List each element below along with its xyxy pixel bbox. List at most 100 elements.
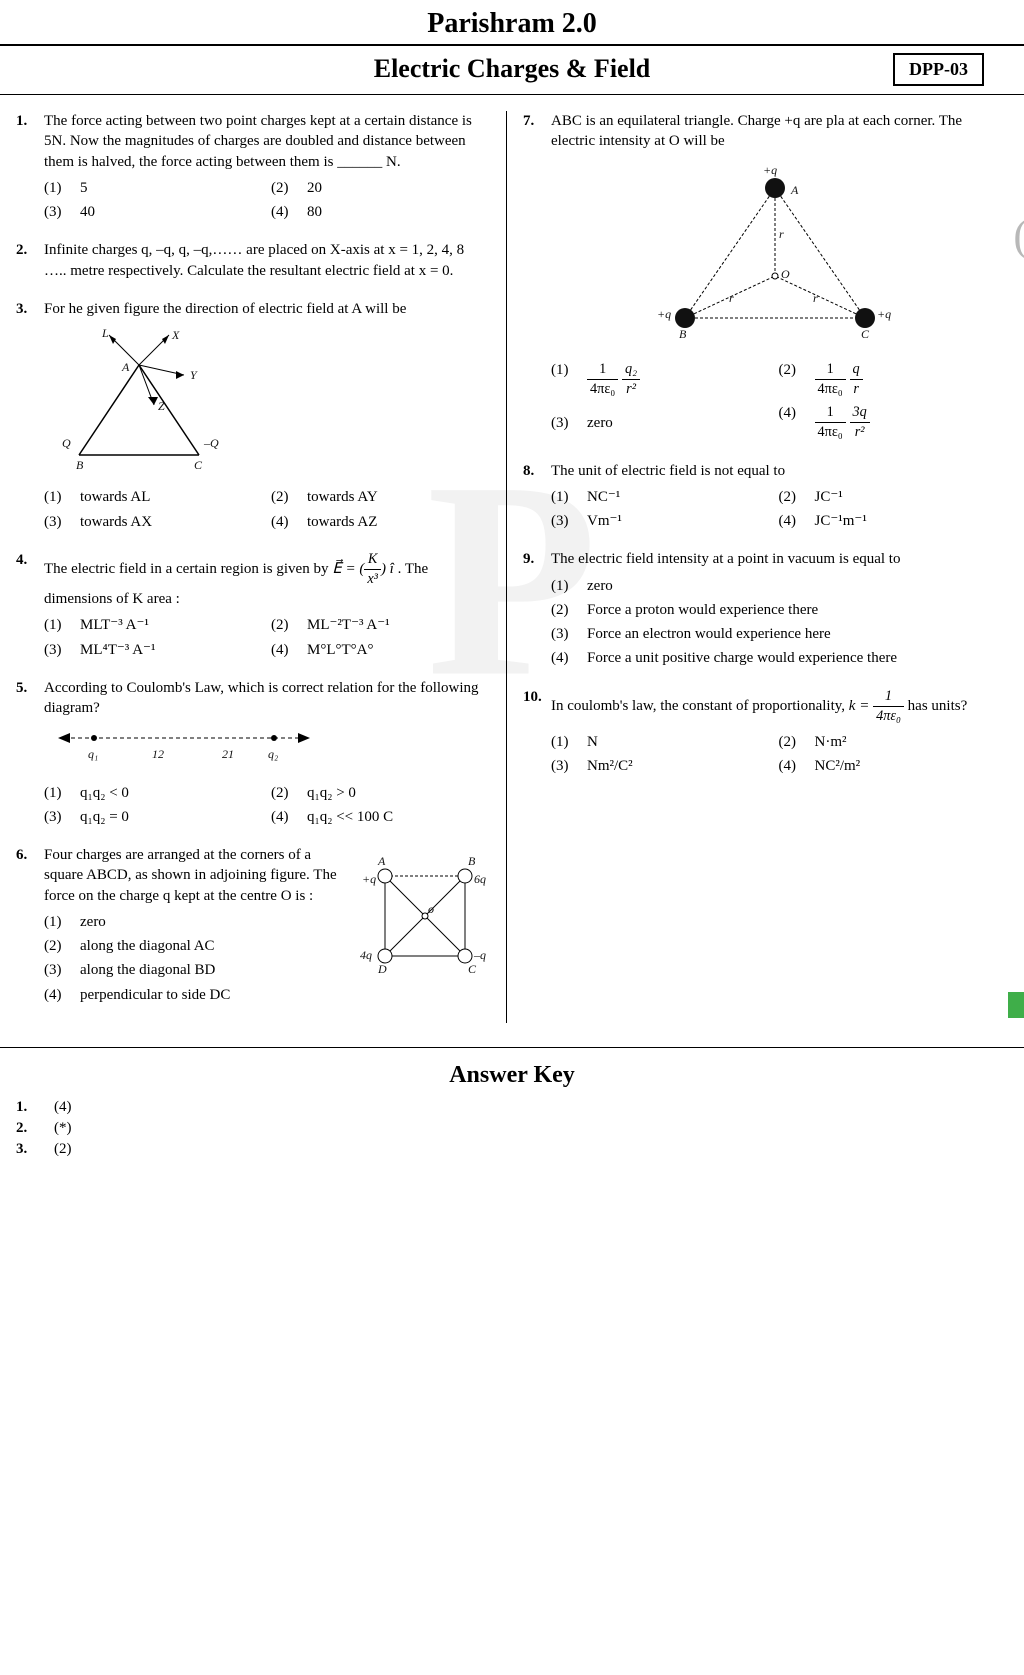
right-column: 7. ABC is an equilateral triangle. Charg… xyxy=(507,111,1014,1023)
question-1: 1. The force acting between two point ch… xyxy=(16,111,490,222)
question-7: 7. ABC is an equilateral triangle. Charg… xyxy=(523,111,998,443)
option: (4)M°L°T°A° xyxy=(271,640,490,660)
q-body: According to Coulomb's Law, which is cor… xyxy=(44,678,490,827)
option: (4)q₁q₂ << 100 C xyxy=(271,807,490,827)
svg-text:B: B xyxy=(76,458,84,472)
svg-text:L: L xyxy=(101,326,109,340)
option: (2) 14πε₀ qr xyxy=(779,360,999,399)
svg-text:–Q: –Q xyxy=(203,436,219,450)
q-number: 10. xyxy=(523,687,551,777)
question-3: 3. For he given figure the direction of … xyxy=(16,299,490,532)
svg-text:r: r xyxy=(779,227,784,241)
svg-text:C: C xyxy=(194,458,203,472)
left-column: 1. The force acting between two point ch… xyxy=(0,111,507,1023)
option: (3)ML⁴T⁻³ A⁻¹ xyxy=(44,640,263,660)
svg-text:r: r xyxy=(813,291,818,305)
questions-grid: 1. The force acting between two point ch… xyxy=(0,95,1024,1033)
q6-figure: A B C D +q 6q 4q –q o xyxy=(360,851,490,999)
option: (1)5 xyxy=(44,178,263,198)
option: (1)zero xyxy=(44,912,352,932)
q-text-post: has units? xyxy=(908,698,968,714)
option: (1)MLT⁻³ A⁻¹ xyxy=(44,615,263,635)
svg-text:21: 21 xyxy=(222,747,234,761)
q-number: 8. xyxy=(523,461,551,532)
option: (2)20 xyxy=(271,178,490,198)
svg-text:A: A xyxy=(121,360,130,374)
option: (3)towards AX xyxy=(44,512,263,532)
option: (1)towards AL xyxy=(44,487,263,507)
option: (1)N xyxy=(551,732,771,752)
q-body: The unit of electric field is not equal … xyxy=(551,461,998,532)
answer-row: 2.(*) xyxy=(16,1120,1008,1137)
svg-text:12: 12 xyxy=(152,747,164,761)
q-body: In coulomb's law, the constant of propor… xyxy=(551,687,998,777)
option: (3)Vm⁻¹ xyxy=(551,511,771,531)
q-text: According to Coulomb's Law, which is cor… xyxy=(44,680,479,716)
option: (3)Nm²/C² xyxy=(551,756,771,776)
option: (4)80 xyxy=(271,202,490,222)
option: (3)q₁q₂ = 0 xyxy=(44,807,263,827)
svg-text:6q: 6q xyxy=(474,872,486,886)
option: (1) 14πε₀ q₂r² xyxy=(551,360,771,399)
answer-key: 1.(4) 2.(*) 3.(2) xyxy=(0,1099,1024,1158)
q-text: Infinite charges q, –q, q, –q,…… are pla… xyxy=(44,240,490,281)
option: (1)q₁q₂ < 0 xyxy=(44,783,263,803)
svg-text:r: r xyxy=(729,291,734,305)
option: (2)N·m² xyxy=(779,732,999,752)
svg-text:4q: 4q xyxy=(360,948,372,962)
q-text-pre: In coulomb's law, the constant of propor… xyxy=(551,698,845,714)
q3-figure: L X A Y Z Q –Q B C xyxy=(44,325,490,481)
answer-row: 3.(2) xyxy=(16,1141,1008,1158)
svg-text:A: A xyxy=(377,854,386,868)
q-body: ABC is an equilateral triangle. Charge +… xyxy=(551,111,998,443)
subtitle-row: Electric Charges & Field DPP-03 xyxy=(0,46,1024,95)
svg-text:B: B xyxy=(468,854,476,868)
option: (1)NC⁻¹ xyxy=(551,487,771,507)
svg-text:C: C xyxy=(468,962,477,976)
q-number: 4. xyxy=(16,550,44,660)
q-number: 2. xyxy=(16,240,44,281)
option: (4)NC²/m² xyxy=(779,756,999,776)
option: (4)towards AZ xyxy=(271,512,490,532)
q-number: 6. xyxy=(16,845,44,1005)
svg-text:Q: Q xyxy=(62,436,71,450)
question-2: 2. Infinite charges q, –q, q, –q,…… are … xyxy=(16,240,490,281)
option: (4)JC⁻¹m⁻¹ xyxy=(779,511,999,531)
question-9: 9. The electric field intensity at a poi… xyxy=(523,549,998,668)
svg-text:X: X xyxy=(171,328,180,342)
option: (4) 14πε₀ 3qr² xyxy=(779,403,999,442)
q-number: 3. xyxy=(16,299,44,532)
svg-text:O: O xyxy=(781,267,790,281)
svg-text:A: A xyxy=(790,183,799,197)
question-6: 6. Four charges are arranged at the corn… xyxy=(16,845,490,1005)
option: (2)towards AY xyxy=(271,487,490,507)
q10-formula: k = 14πε₀ xyxy=(849,698,908,714)
q-body: The electric field intensity at a point … xyxy=(551,549,998,668)
svg-text:C: C xyxy=(861,327,870,341)
q-body: Four charges are arranged at the corners… xyxy=(44,845,490,1005)
svg-text:D: D xyxy=(377,962,387,976)
option: (4)perpendicular to side DC xyxy=(44,985,352,1005)
svg-text:+q: +q xyxy=(763,163,777,177)
page-header: Parishram 2.0 xyxy=(0,0,1024,46)
option: (2)JC⁻¹ xyxy=(779,487,999,507)
option: (3)Force an electron would experience he… xyxy=(551,624,998,644)
q4-formula: E⃗ = (Kx³) î xyxy=(332,561,397,577)
q-text: Four charges are arranged at the corners… xyxy=(44,847,337,904)
question-8: 8. The unit of electric field is not equ… xyxy=(523,461,998,532)
svg-text:o: o xyxy=(428,902,434,916)
question-5: 5. According to Coulomb's Law, which is … xyxy=(16,678,490,827)
answer-key-title: Answer Key xyxy=(0,1047,1024,1099)
svg-text:Y: Y xyxy=(190,368,198,382)
title: Parishram 2.0 xyxy=(0,8,1024,40)
question-4: 4. The electric field in a certain regio… xyxy=(16,550,490,660)
q-number: 9. xyxy=(523,549,551,668)
svg-text:Z: Z xyxy=(158,399,165,413)
q-body: The force acting between two point charg… xyxy=(44,111,490,222)
option: (4)Force a unit positive charge would ex… xyxy=(551,648,998,668)
q-body: For he given figure the direction of ele… xyxy=(44,299,490,532)
q-text: The electric field intensity at a point … xyxy=(551,551,900,567)
q-number: 5. xyxy=(16,678,44,827)
q-text: For he given figure the direction of ele… xyxy=(44,301,406,317)
q-text: The unit of electric field is not equal … xyxy=(551,463,785,479)
